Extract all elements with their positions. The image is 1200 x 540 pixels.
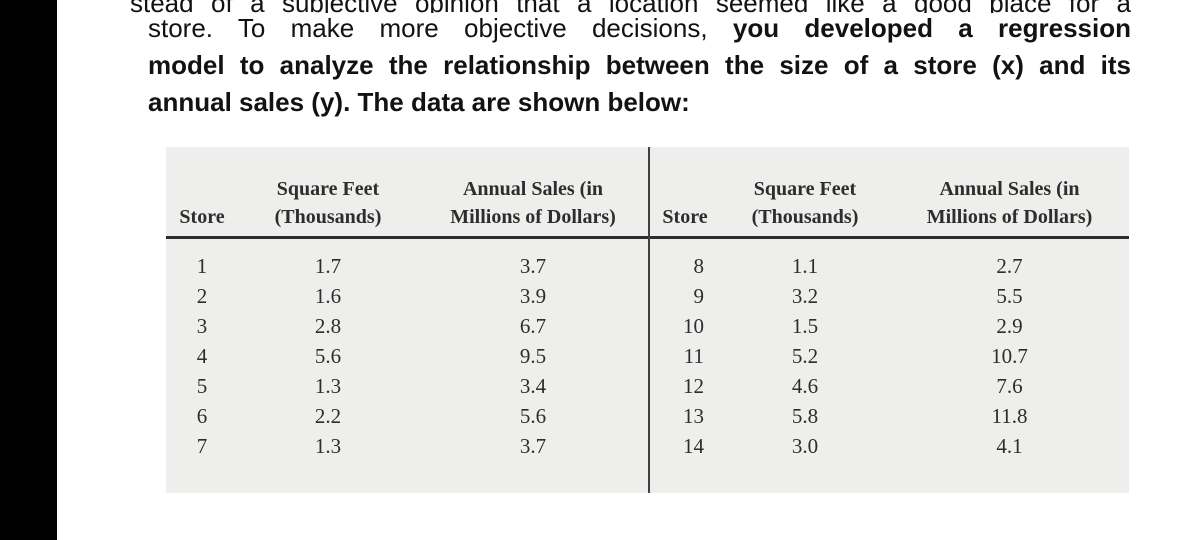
cell-sales: 6.7	[519, 314, 547, 338]
header-annual-sales-line2: Millions of Dollars)	[926, 206, 1093, 228]
cell-store: 4	[196, 344, 208, 368]
cell-store: 10	[683, 314, 704, 338]
cell-store: 5	[196, 374, 208, 398]
header-annual-sales-line1: Annual Sales (in	[462, 178, 604, 200]
cell-sqft: 1.1	[791, 254, 819, 278]
cell-sqft: 3.2	[791, 284, 819, 308]
cell-sqft: 1.6	[314, 284, 342, 308]
paragraph-line-1: store. To make more objective decisions,…	[148, 10, 1131, 47]
header-square-feet-line1: Square Feet	[753, 178, 857, 200]
cell-store: 13	[683, 404, 704, 428]
cell-sales: 7.6	[996, 374, 1023, 398]
cell-sales: 5.5	[996, 284, 1023, 308]
header-annual-sales: Annual Sales (in Millions of Dollars)	[418, 175, 648, 231]
clipped-text: stead of a subjective opinion that a loc…	[130, 0, 1131, 13]
cell-sales: 9.5	[519, 344, 547, 368]
clipped-text-line: stead of a subjective opinion that a loc…	[130, 0, 1131, 13]
cell-store: 3	[196, 314, 208, 338]
cell-store: 9	[693, 284, 705, 308]
table-row: 5 1.3 3.4	[166, 371, 648, 401]
cell-sqft: 2.2	[314, 404, 342, 428]
cell-sqft: 5.8	[791, 404, 819, 428]
cell-sales: 3.7	[519, 434, 547, 458]
header-annual-sales-line2: Millions of Dollars)	[450, 206, 616, 228]
table-body-right: 8 1.1 2.7 9 3.2 5.5 10 1.5 2.9 11 5.2 10…	[650, 239, 1129, 461]
cell-sales: 10.7	[991, 344, 1028, 368]
table-row: 14 3.0 4.1	[650, 431, 1129, 461]
cell-sales: 5.6	[519, 404, 547, 428]
cell-store: 8	[693, 254, 705, 278]
cell-sqft: 1.3	[314, 374, 342, 398]
cell-sqft: 5.6	[314, 344, 342, 368]
cell-sales: 11.8	[991, 404, 1028, 428]
table-row: 12 4.6 7.6	[650, 371, 1129, 401]
cell-sales: 2.9	[996, 314, 1023, 338]
cell-sales: 3.7	[519, 254, 547, 278]
cell-store: 1	[196, 254, 208, 278]
left-black-border	[0, 0, 57, 540]
cell-store: 2	[196, 284, 208, 308]
table-row: 3 2.8 6.7	[166, 311, 648, 341]
header-square-feet-line1: Square Feet	[276, 178, 380, 200]
header-square-feet-line2: (Thousands)	[274, 206, 382, 228]
table-row: 6 2.2 5.6	[166, 401, 648, 431]
table-right-half: Store Square Feet (Thousands) Annual Sal…	[648, 147, 1129, 493]
table-row: 4 5.6 9.5	[166, 341, 648, 371]
cell-sqft: 5.2	[791, 344, 819, 368]
cell-sqft: 4.6	[791, 374, 819, 398]
cell-store: 14	[683, 434, 704, 458]
table-row: 11 5.2 10.7	[650, 341, 1129, 371]
table-row: 10 1.5 2.9	[650, 311, 1129, 341]
header-square-feet: Square Feet (Thousands)	[720, 175, 890, 231]
cell-sqft: 2.8	[314, 314, 342, 338]
table-row: 1 1.7 3.7	[166, 251, 648, 281]
cell-sqft: 1.7	[314, 254, 342, 278]
cell-store: 12	[683, 374, 704, 398]
table-header-left: Store Square Feet (Thousands) Annual Sal…	[166, 147, 648, 239]
paragraph-line-3: annual sales (y). The data are shown bel…	[148, 87, 690, 117]
line1-regular-text: store. To make more objective decisions,	[148, 13, 733, 43]
header-annual-sales-line1: Annual Sales (in	[939, 178, 1080, 200]
header-square-feet: Square Feet (Thousands)	[238, 175, 418, 231]
table-row: 9 3.2 5.5	[650, 281, 1129, 311]
cell-sales: 2.7	[996, 254, 1023, 278]
line1-bold-text: you developed a regression	[732, 13, 1131, 43]
table-row: 2 1.6 3.9	[166, 281, 648, 311]
paragraph-line-2: model to analyze the relationship betwee…	[148, 50, 1131, 80]
table-header-right: Store Square Feet (Thousands) Annual Sal…	[650, 147, 1129, 239]
header-store: Store	[179, 206, 225, 228]
table-row: 7 1.3 3.7	[166, 431, 648, 461]
store-sales-table: Store Square Feet (Thousands) Annual Sal…	[166, 147, 1129, 493]
cell-sqft: 1.3	[314, 434, 342, 458]
cell-sqft: 1.5	[791, 314, 819, 338]
cell-store: 11	[683, 344, 704, 368]
header-store: Store	[662, 206, 708, 228]
cell-sqft: 3.0	[791, 434, 819, 458]
cell-store: 7	[196, 434, 208, 458]
table-left-half: Store Square Feet (Thousands) Annual Sal…	[166, 147, 648, 493]
table-row: 13 5.8 11.8	[650, 401, 1129, 431]
header-annual-sales: Annual Sales (in Millions of Dollars)	[890, 175, 1129, 231]
cell-store: 6	[196, 404, 208, 428]
table-row: 8 1.1 2.7	[650, 251, 1129, 281]
cell-sales: 3.4	[519, 374, 547, 398]
table-body-left: 1 1.7 3.7 2 1.6 3.9 3 2.8 6.7 4 5.6 9.5 …	[166, 239, 648, 461]
cell-sales: 4.1	[996, 434, 1023, 458]
cell-sales: 3.9	[519, 284, 547, 308]
problem-statement: store. To make more objective decisions,…	[148, 10, 1131, 121]
header-square-feet-line2: (Thousands)	[751, 206, 859, 228]
